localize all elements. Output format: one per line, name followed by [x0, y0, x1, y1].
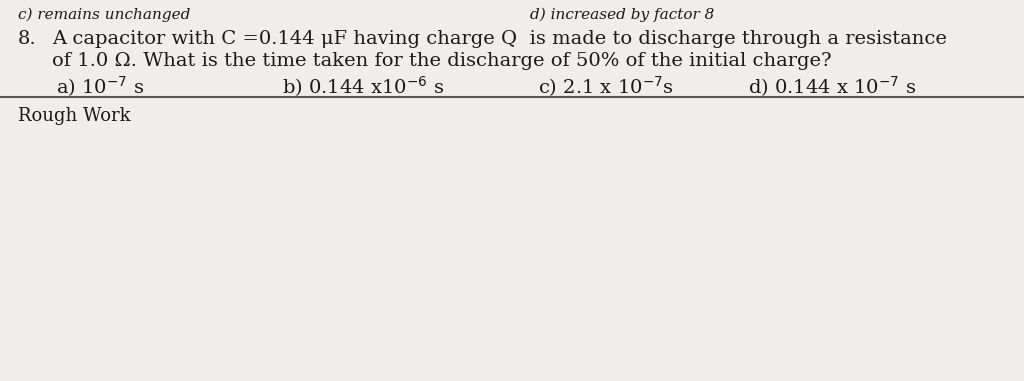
Text: c) 2.1 x 10$^{-7}$s: c) 2.1 x 10$^{-7}$s	[538, 74, 674, 99]
Text: A capacitor with C =0.144 μF having charge Q  is made to discharge through a res: A capacitor with C =0.144 μF having char…	[52, 30, 947, 48]
Text: b) 0.144 x10$^{-6}$ s: b) 0.144 x10$^{-6}$ s	[282, 74, 443, 99]
Text: Rough Work: Rough Work	[18, 107, 131, 125]
Text: d) increased by factor 8: d) increased by factor 8	[530, 8, 715, 22]
Text: a) 10$^{-7}$ s: a) 10$^{-7}$ s	[56, 74, 144, 99]
Text: d) 0.144 x 10$^{-7}$ s: d) 0.144 x 10$^{-7}$ s	[748, 74, 915, 99]
Text: 8.: 8.	[18, 30, 37, 48]
Text: of 1.0 Ω. What is the time taken for the discharge of 50% of the initial charge?: of 1.0 Ω. What is the time taken for the…	[52, 52, 831, 70]
Text: c) remains unchanged: c) remains unchanged	[18, 8, 190, 22]
